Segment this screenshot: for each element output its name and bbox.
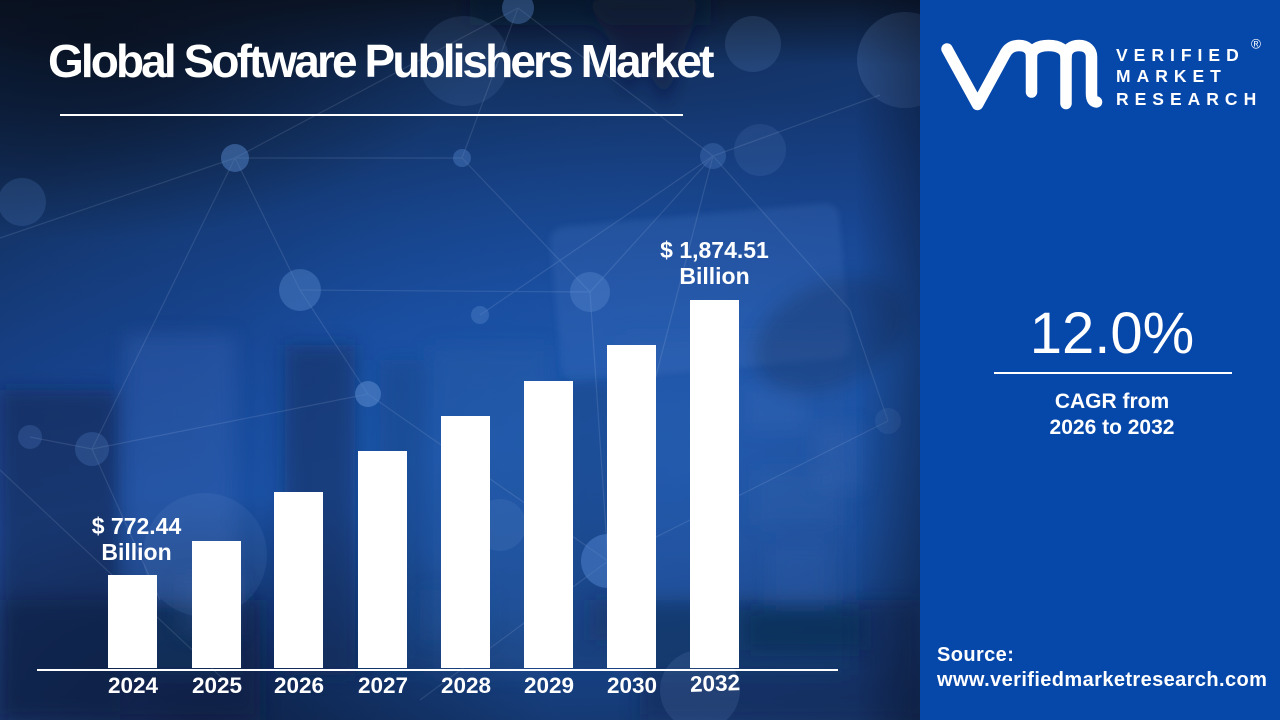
svg-text:®: ® bbox=[1251, 37, 1261, 52]
svg-text:MARKET: MARKET bbox=[1116, 66, 1227, 86]
svg-text:RESEARCH: RESEARCH bbox=[1116, 89, 1262, 109]
svg-text:VERIFIED: VERIFIED bbox=[1116, 45, 1245, 65]
